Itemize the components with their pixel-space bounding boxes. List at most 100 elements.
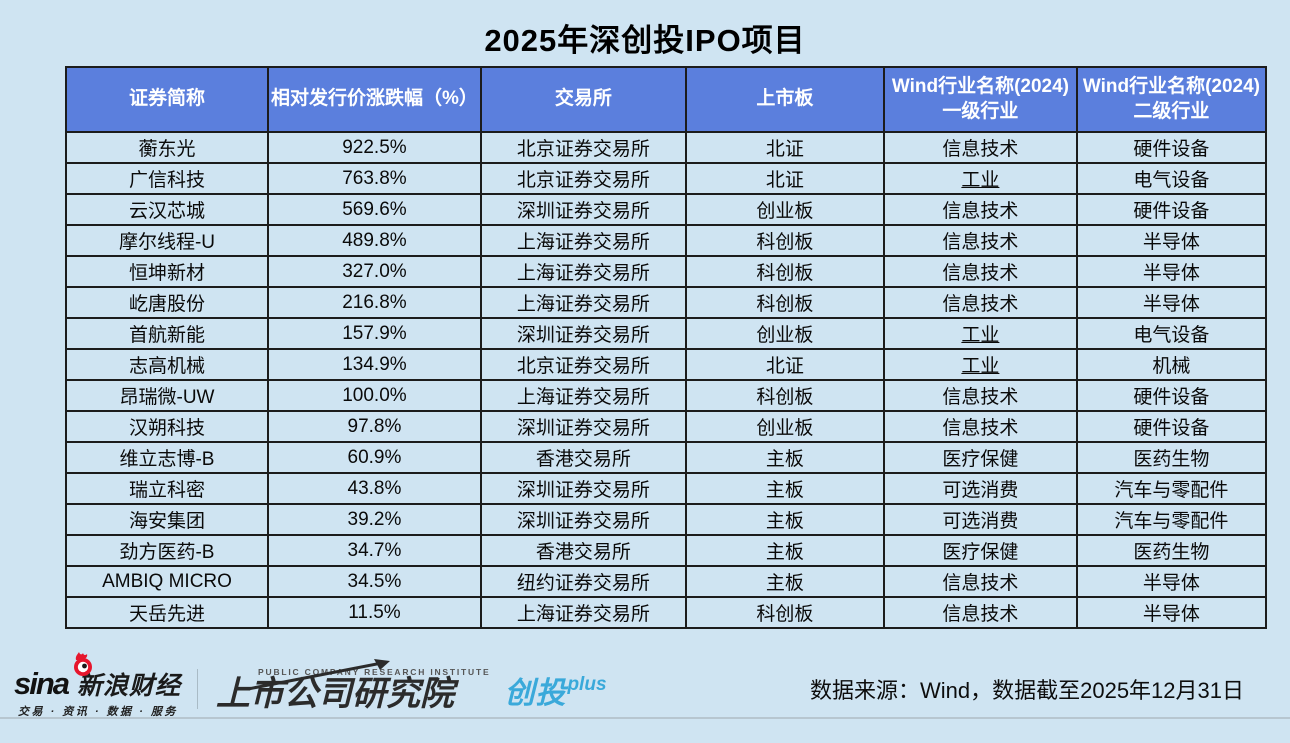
table-cell: 天岳先进	[65, 596, 269, 629]
table-cell: 志高机械	[65, 348, 269, 381]
table-cell: 北证	[684, 348, 885, 381]
table-cell: 首航新能	[65, 317, 269, 350]
table-row: 屹唐股份 216.8% 上海证券交易所 科创板 信息技术 半导体	[65, 286, 1267, 319]
table-cell: 半导体	[1075, 596, 1267, 629]
table-cell: 34.5%	[267, 565, 482, 598]
table-cell: 主板	[684, 565, 885, 598]
table-cell: 信息技术	[882, 131, 1078, 164]
table-body: 蘅东光 922.5% 北京证券交易所 北证 信息技术 硬件设备 广信科技 763.8% 北京证券…	[65, 131, 1267, 629]
chuangtou-plus-cn: 创投	[504, 677, 567, 710]
sina-finance-logo: sina 新浪财经 交易 · 资讯 · 数据 · 服务	[14, 651, 182, 719]
table-cell: 半导体	[1075, 286, 1267, 319]
table-cell: 恒坤新材	[65, 255, 269, 288]
table-cell: 深圳证券交易所	[479, 472, 687, 505]
table-cell: 硬件设备	[1075, 410, 1267, 443]
table-cell: 34.7%	[267, 534, 482, 567]
table-cell: 电气设备	[1075, 162, 1267, 195]
table-row: 首航新能 157.9% 深圳证券交易所 创业板 工业 电气设备	[65, 317, 1267, 350]
table-cell: 医疗保健	[882, 534, 1078, 567]
table-cell: 蘅东光	[65, 131, 269, 164]
table-row: 志高机械 134.9% 北京证券交易所 北证 工业 机械	[65, 348, 1267, 381]
table-cell: 主板	[684, 472, 885, 505]
table-cell: 硬件设备	[1075, 131, 1267, 164]
table-cell: 香港交易所	[479, 441, 687, 474]
table-cell: 创业板	[684, 317, 885, 350]
table-cell: 信息技术	[882, 286, 1078, 319]
table-cell: 上海证券交易所	[479, 224, 687, 257]
table-cell: 海安集团	[65, 503, 269, 536]
bottom-divider-line	[0, 717, 1290, 719]
table-cell: 深圳证券交易所	[479, 193, 687, 226]
table-row: 瑞立科密 43.8% 深圳证券交易所 主板 可选消费 汽车与零配件	[65, 472, 1267, 505]
table-cell: 硬件设备	[1075, 193, 1267, 226]
table-cell: 工业	[882, 317, 1078, 350]
sina-brand-name: 新浪财经	[77, 671, 182, 700]
table-cell: 北京证券交易所	[479, 348, 687, 381]
table-cell: 北京证券交易所	[479, 162, 687, 195]
header-row: 证券简称 相对发行价涨跌幅（%） 交易所 上市板 Wind行业名称(2024) …	[65, 66, 1267, 133]
table-cell: 信息技术	[882, 379, 1078, 412]
table-cell: 科创板	[684, 286, 885, 319]
table-cell: 香港交易所	[479, 534, 687, 567]
table-cell: 主板	[684, 534, 885, 567]
sina-eye-icon	[74, 651, 92, 676]
table-cell: 主板	[684, 503, 885, 536]
table-row: 云汉芯城 569.6% 深圳证券交易所 创业板 信息技术 硬件设备	[65, 193, 1267, 226]
table-cell: 北证	[684, 162, 885, 195]
table-cell: 硬件设备	[1075, 379, 1267, 412]
table-row: 汉朔科技 97.8% 深圳证券交易所 创业板 信息技术 硬件设备	[65, 410, 1267, 443]
table-cell: 汽车与零配件	[1075, 472, 1267, 505]
table-header: 证券简称 相对发行价涨跌幅（%） 交易所 上市板 Wind行业名称(2024) …	[65, 66, 1267, 133]
table-cell: 60.9%	[267, 441, 482, 474]
table-cell: 半导体	[1075, 565, 1267, 598]
table-cell: 上海证券交易所	[479, 379, 687, 412]
table-row: 摩尔线程-U 489.8% 上海证券交易所 科创板 信息技术 半导体	[65, 224, 1267, 257]
chuangtou-plus-suffix: plus	[567, 674, 607, 695]
table-cell: 763.8%	[267, 162, 482, 195]
table-cell: 可选消费	[882, 472, 1078, 505]
table-cell: 半导体	[1075, 224, 1267, 257]
table-row: AMBIQ MICRO 34.5% 纽约证券交易所 主板 信息技术 半导体	[65, 565, 1267, 598]
table-cell: 机械	[1075, 348, 1267, 381]
table-cell: 信息技术	[882, 596, 1078, 629]
table-row: 广信科技 763.8% 北京证券交易所 北证 工业 电气设备	[65, 162, 1267, 195]
table-row: 劲方医药-B 34.7% 香港交易所 主板 医疗保健 医药生物	[65, 534, 1267, 567]
table-cell: 97.8%	[267, 410, 482, 443]
table-cell: 医疗保健	[882, 441, 1078, 474]
table-cell: 134.9%	[267, 348, 482, 381]
table-cell: 汉朔科技	[65, 410, 269, 443]
column-header-change-vs-issue-price: 相对发行价涨跌幅（%）	[267, 66, 482, 133]
table-cell: 半导体	[1075, 255, 1267, 288]
table-cell: 工业	[882, 348, 1078, 381]
table-cell: 11.5%	[267, 596, 482, 629]
column-header-wind-industry-l2: Wind行业名称(2024) 二级行业	[1075, 66, 1267, 133]
table-cell: 上海证券交易所	[479, 255, 687, 288]
column-header-wind-industry-l1: Wind行业名称(2024) 一级行业	[882, 66, 1078, 133]
footer-vertical-divider	[197, 669, 199, 709]
table-cell: 深圳证券交易所	[479, 503, 687, 536]
table-cell: 摩尔线程-U	[65, 224, 269, 257]
table-row: 蘅东光 922.5% 北京证券交易所 北证 信息技术 硬件设备	[65, 131, 1267, 164]
column-header-listing-board: 上市板	[684, 66, 885, 133]
table-cell: 43.8%	[267, 472, 482, 505]
table-row: 天岳先进 11.5% 上海证券交易所 科创板 信息技术 半导体	[65, 596, 1267, 629]
table-cell: 北证	[684, 131, 885, 164]
institute-name-cn: 上市公司研究院	[216, 675, 455, 714]
column-header-security-name: 证券简称	[65, 66, 269, 133]
table-cell: 医药生物	[1075, 534, 1267, 567]
table-cell: 216.8%	[267, 286, 482, 319]
table-cell: 主板	[684, 441, 885, 474]
table-cell: 广信科技	[65, 162, 269, 195]
footer: sina 新浪财经 交易 · 资讯 · 数据 · 服务 PUBLIC COMPA…	[0, 651, 1290, 719]
table-cell: 劲方医药-B	[65, 534, 269, 567]
table-cell: 维立志博-B	[65, 441, 269, 474]
table-cell: 100.0%	[267, 379, 482, 412]
table-cell: 工业	[882, 162, 1078, 195]
table-cell: 489.8%	[267, 224, 482, 257]
table-cell: 医药生物	[1075, 441, 1267, 474]
chuangtou-plus-logo: 创投 plus	[504, 669, 606, 709]
table-cell: 昂瑞微-UW	[65, 379, 269, 412]
research-institute-logo: PUBLIC COMPANY RESEARCH INSTITUTE 上市公司研究…	[216, 659, 490, 714]
table-cell: 创业板	[684, 193, 885, 226]
table-cell: 科创板	[684, 596, 885, 629]
